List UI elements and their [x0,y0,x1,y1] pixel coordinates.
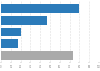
Bar [1,28,21,36]
Bar [1,4,79,13]
Bar [1,16,47,25]
Bar [1,39,18,48]
Bar [1,51,72,60]
